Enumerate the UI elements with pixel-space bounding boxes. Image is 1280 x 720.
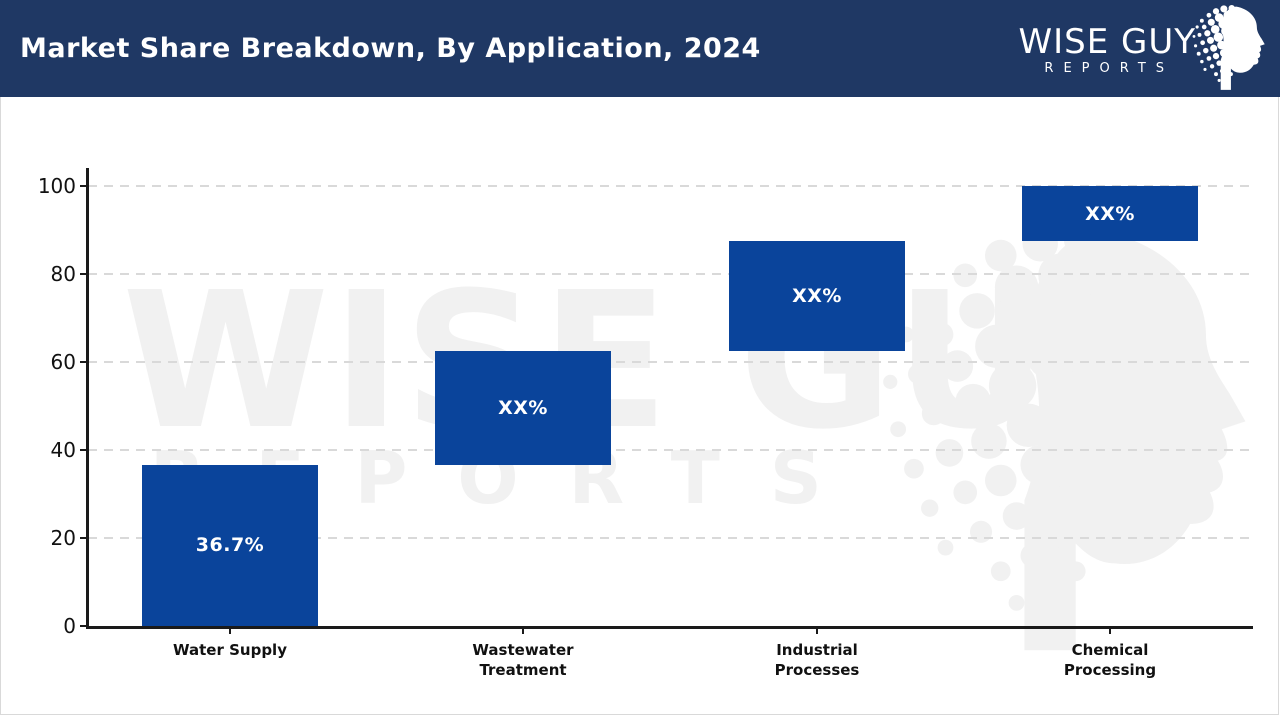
- x-tick-mark: [816, 627, 818, 634]
- x-category-label: Water Supply: [120, 640, 340, 660]
- watermark-dot-head-icon: [858, 224, 1254, 666]
- header: Market Share Breakdown, By Application, …: [0, 0, 1280, 97]
- x-category-label-line: Water Supply: [173, 641, 287, 659]
- gridline-100: [88, 185, 1253, 187]
- x-tick-mark: [229, 627, 231, 634]
- x-category-label: Industrial Processes: [707, 640, 927, 681]
- bar-wastewater-treatment: XX%: [435, 350, 611, 465]
- x-tick-mark: [522, 627, 524, 634]
- logo-dot-head-icon: [1184, 5, 1270, 93]
- bar-value-label: XX%: [1085, 202, 1135, 225]
- bar-value-label: XX%: [498, 396, 548, 419]
- brand-logo: WISE GUY REPORTS: [1018, 0, 1270, 97]
- y-tick-mark: [80, 625, 87, 627]
- logo-wordmark: WISE GUY: [1018, 21, 1196, 62]
- bar-value-label: XX%: [792, 284, 842, 307]
- y-tick-label: 100: [37, 174, 76, 198]
- y-tick-label: 20: [50, 526, 76, 550]
- gridline-80: [88, 273, 1253, 275]
- y-tick-label: 60: [50, 350, 76, 374]
- x-category-label-line: Processing: [1063, 661, 1157, 680]
- y-tick-mark: [80, 185, 87, 187]
- bar-value-label: 36.7%: [195, 534, 265, 557]
- x-axis-line: [86, 626, 1253, 629]
- x-category-label-line: Processes: [774, 661, 860, 680]
- y-tick-label: 80: [50, 262, 76, 286]
- bar-chemical-processing: XX%: [1022, 186, 1198, 241]
- bar-water-supply: 36.7%: [142, 464, 318, 626]
- y-tick-label: 0: [63, 614, 76, 638]
- logo-text: WISE GUY REPORTS: [1018, 21, 1196, 77]
- y-tick-mark: [80, 273, 87, 275]
- x-category-label-line: Industrial: [776, 641, 858, 659]
- gridline-40: [88, 449, 1253, 451]
- y-tick-label: 40: [50, 438, 76, 462]
- bar-industrial-processes: XX%: [729, 241, 905, 351]
- x-tick-mark: [1109, 627, 1111, 634]
- gridline-60: [88, 361, 1253, 363]
- x-category-label: Chemical Processing: [1000, 640, 1220, 681]
- chart-title: Market Share Breakdown, By Application, …: [20, 33, 761, 64]
- x-category-label-line: Chemical: [1071, 641, 1149, 659]
- y-axis-line: [86, 168, 89, 628]
- logo-subtitle: REPORTS: [1044, 61, 1175, 77]
- x-category-label: Wastewater Treatment: [413, 640, 633, 681]
- y-tick-mark: [80, 361, 87, 363]
- y-tick-mark: [80, 449, 87, 451]
- y-tick-mark: [80, 537, 87, 539]
- gridline-20: [88, 537, 1253, 539]
- x-category-label-line: Wastewater: [472, 641, 574, 659]
- x-category-label-line: Treatment: [479, 661, 567, 680]
